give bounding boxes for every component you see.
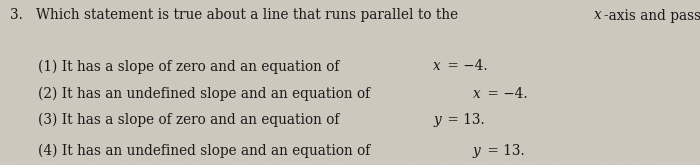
Text: (1) It has a slope of zero and an equation of: (1) It has a slope of zero and an equati… (38, 59, 344, 74)
Text: x: x (473, 87, 480, 101)
Text: -axis and passes through the point (−4, 13)?: -axis and passes through the point (−4, … (604, 8, 700, 23)
Text: = 13.: = 13. (483, 144, 524, 158)
Text: x: x (433, 59, 440, 73)
Text: (2) It has an undefined slope and an equation of: (2) It has an undefined slope and an equ… (38, 87, 375, 101)
Text: (3) It has a slope of zero and an equation of: (3) It has a slope of zero and an equati… (38, 113, 344, 127)
Text: = 13.: = 13. (443, 113, 485, 127)
Text: = −4.: = −4. (482, 87, 527, 101)
Text: (4) It has an undefined slope and an equation of: (4) It has an undefined slope and an equ… (38, 144, 375, 158)
Text: = −4.: = −4. (443, 59, 487, 73)
Text: 3.   Which statement is true about a line that runs parallel to the: 3. Which statement is true about a line … (10, 8, 463, 22)
Text: y: y (433, 113, 441, 127)
Text: y: y (473, 144, 481, 158)
Text: x: x (594, 8, 602, 22)
